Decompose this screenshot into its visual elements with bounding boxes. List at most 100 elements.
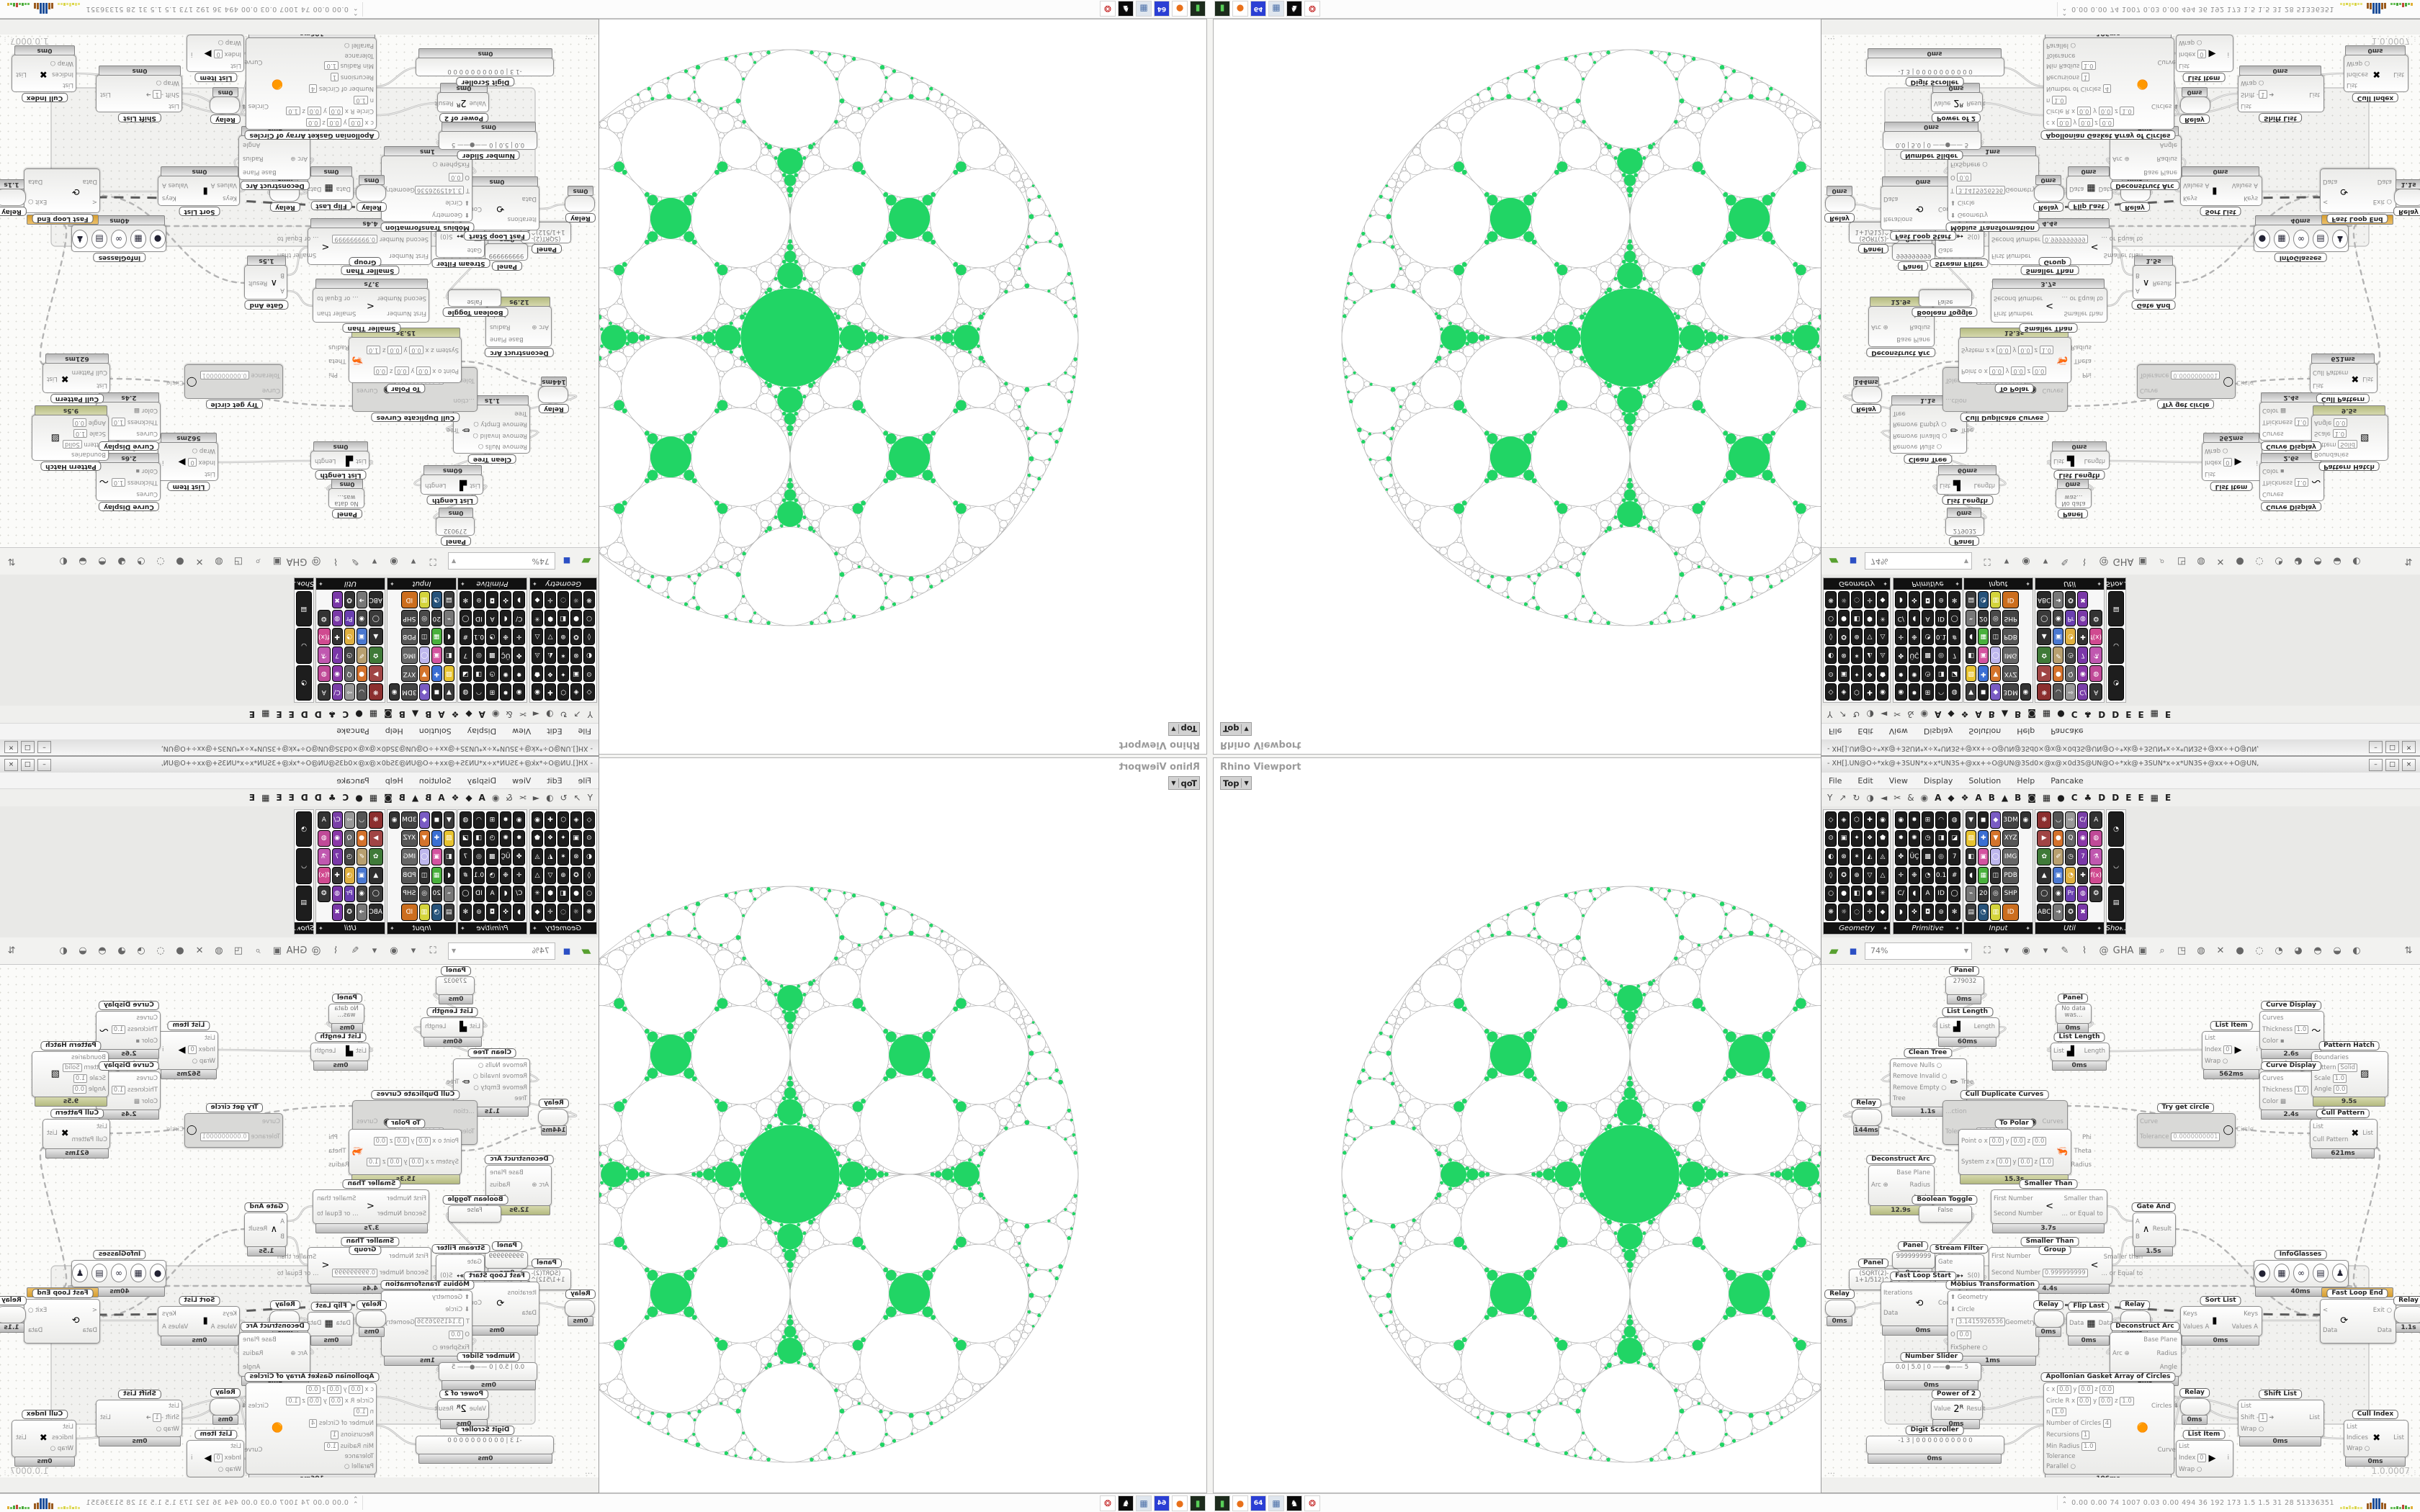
gh-output-param[interactable]: List: [100, 1414, 111, 1421]
palette-component-icon[interactable]: f(x): [2089, 866, 2102, 884]
gh-component-m-bius-transformation[interactable]: Möbius Transformation ⬆ Geometry ⬇ Circle T…: [380, 1280, 475, 1366]
palette-component-icon[interactable]: ▼: [1990, 829, 2002, 847]
palette-component-icon[interactable]: 7: [460, 647, 472, 664]
gh-tab-icon[interactable]: D: [2098, 793, 2106, 803]
gh-component-digit-scroller[interactable]: Digit Scroller -1 3 | 0 0 0 0 0 0 0 0 0 0…: [416, 1426, 554, 1464]
palette-panel-label[interactable]: Util ✦: [2035, 922, 2104, 934]
window-button[interactable]: □: [21, 741, 35, 753]
palette-component-icon[interactable]: ▩: [486, 647, 498, 664]
palette-component-icon[interactable]: ✛: [513, 628, 525, 646]
gh-input-param[interactable]: <: [91, 198, 97, 205]
gh-input-param[interactable]: Index 0: [188, 1045, 215, 1054]
menu-help[interactable]: Help: [2017, 775, 2035, 786]
gh-tab-icon[interactable]: ▲: [2001, 793, 2009, 803]
palette-component-icon[interactable]: ◐: [583, 848, 595, 865]
gh-component-body[interactable]: 279032: [436, 517, 475, 536]
palette-component-icon[interactable]: ✶: [557, 647, 569, 664]
gh-output-param[interactable]: Length: [315, 457, 336, 464]
gh-tab-icon[interactable]: C: [342, 709, 349, 719]
menu-solution[interactable]: Solution: [1968, 726, 2002, 737]
palette-component-icon[interactable]: ▤: [2108, 591, 2124, 627]
menu-file[interactable]: File: [1829, 775, 1842, 786]
palette-component-icon[interactable]: ◫: [1990, 866, 2002, 884]
gh-output-param[interactable]: Length: [1973, 482, 1995, 489]
gh-input-param[interactable]: List: [2347, 81, 2357, 89]
gh-component-curve-display[interactable]: Curve Display Curves Thickness 1.0 Color ▪ 〜…: [96, 453, 161, 511]
gh-component-cull-index[interactable]: Cull Index List Indices Wrap ○ ✖ List 0ms: [12, 1410, 76, 1467]
gh-input-param[interactable]: Circle R x 0.0 y 0.0 z 1.0: [2046, 1396, 2134, 1405]
menu-edit[interactable]: Edit: [1857, 775, 1873, 786]
gh-component-body[interactable]: [2034, 184, 2064, 202]
gh-input-param[interactable]: n 1.0: [354, 1408, 374, 1417]
gh-component-to-polar[interactable]: To Polar Point o x 0.0 y 0.0 z 0.0 System …: [328, 328, 462, 393]
palette-component-icon[interactable]: ✐: [356, 848, 367, 865]
gh-output-param[interactable]: Geometry: [384, 186, 415, 193]
palette-component-icon[interactable]: ☼: [570, 591, 582, 608]
palette-component-icon[interactable]: ◯: [418, 647, 430, 664]
gh-component-curve-display[interactable]: Curve Display Curves Thickness 1.0 Color ▪ 〜…: [96, 1001, 161, 1059]
toolbar-file-icon[interactable]: ▰: [581, 554, 591, 569]
palette-component-icon[interactable]: ✖: [331, 591, 343, 608]
gh-output-param[interactable]: … or Equal to: [2101, 235, 2143, 243]
palette-component-icon[interactable]: ▦: [431, 866, 442, 884]
gh-component-body[interactable]: [2034, 1310, 2064, 1328]
gh-input-param[interactable]: O 0.0: [449, 172, 470, 181]
toolbar-icon[interactable]: ◔: [137, 945, 145, 956]
palette-component-icon[interactable]: ✚: [431, 665, 442, 683]
palette-component-icon[interactable]: ⚗: [318, 647, 331, 664]
gh-output-param[interactable]: Exit ○: [2372, 198, 2392, 205]
palette-component-icon[interactable]: ⌁: [1966, 609, 1977, 627]
gh-input-param[interactable]: Indices: [52, 71, 73, 78]
gh-input-param[interactable]: Tolerance: [344, 51, 374, 59]
gh-input-param[interactable]: Data: [1883, 1310, 1899, 1317]
palette-component-icon[interactable]: ◉: [331, 829, 343, 847]
gh-input-param[interactable]: Arc ⊕: [532, 1181, 549, 1189]
gh-component-body[interactable]: [210, 1398, 240, 1416]
palette-component-icon[interactable]: f(x): [318, 866, 331, 884]
palette-component-icon[interactable]: ✹: [513, 829, 525, 847]
gh-component-body[interactable]: 279032: [1945, 976, 1984, 995]
gh-tab-icon[interactable]: A: [1975, 793, 1982, 803]
palette-component-icon[interactable]: PDB: [401, 628, 418, 646]
gh-tab-icon[interactable]: ◉: [1920, 793, 1929, 803]
palette-component-icon[interactable]: ⬢: [1864, 609, 1876, 627]
gh-input-param[interactable]: ⬆ Geometry: [1950, 1294, 1989, 1302]
gh-component-boolean-toggle[interactable]: Boolean Toggle False: [442, 1195, 508, 1223]
gh-component-body[interactable]: ● ▦ ∞ ▤ ♟: [71, 1260, 166, 1287]
palette-component-icon[interactable]: ID: [1935, 885, 1948, 903]
gh-tab-icon[interactable]: D: [314, 793, 322, 803]
gh-tab-icon[interactable]: A: [1975, 709, 1982, 719]
palette-component-icon[interactable]: Q: [344, 829, 355, 847]
gh-component-sort-list[interactable]: Sort List Keys Values A ▮ Keys Values A 0ms: [158, 166, 240, 216]
palette-component-icon[interactable]: ⬢: [544, 885, 556, 903]
gh-input-param[interactable]: Data: [521, 1310, 537, 1317]
palette-component-icon[interactable]: ◧: [1851, 885, 1863, 903]
gh-input-param[interactable]: Tolerance 0.0000000001: [200, 1133, 280, 1141]
palette-component-icon[interactable]: 7: [2077, 848, 2089, 865]
gh-component-number-slider[interactable]: Number Slider 0.0 | 5.0 | 0 ——●—— 5 0ms: [1883, 1352, 1981, 1390]
palette-component-icon[interactable]: ◆: [1877, 591, 1888, 608]
palette-component-icon[interactable]: ◠: [472, 811, 485, 829]
palette-component-icon[interactable]: ◘: [1922, 591, 1934, 608]
palette-component-icon[interactable]: ⇨: [2065, 811, 2076, 829]
palette-component-icon[interactable]: ✛: [1864, 591, 1876, 608]
gh-output-param[interactable]: Radius: [1909, 323, 1930, 331]
palette-component-icon[interactable]: ◨: [1935, 829, 1948, 847]
gh-input-param[interactable]: Curve: [261, 1118, 280, 1125]
gh-component-apollonian-gasket-array-of-circles[interactable]: Apollonian Gasket Array of Circles c x 0.…: [241, 1372, 380, 1477]
palette-component-icon[interactable]: ◔: [486, 628, 498, 646]
gh-input-param[interactable]: Remove Nulls ○: [478, 443, 527, 451]
toolbar-icon[interactable]: GHA: [286, 556, 308, 567]
palette-component-icon[interactable]: ☼: [570, 904, 582, 921]
gh-tab-icon[interactable]: ❖: [1960, 709, 1969, 719]
palette-component-icon[interactable]: #: [460, 866, 472, 884]
palette-panel-label[interactable]: Sho… ✦: [294, 578, 314, 590]
gh-output-param[interactable]: Result: [1966, 1405, 1986, 1413]
palette-component-icon[interactable]: ◫: [1990, 628, 2002, 646]
gh-component-to-polar[interactable]: To Polar Point o x 0.0 y 0.0 z 0.0 System …: [1958, 1119, 2092, 1184]
palette-component-icon[interactable]: C/: [331, 811, 343, 829]
menu-pancake[interactable]: Pancake: [336, 726, 369, 737]
gh-tab-icon[interactable]: ❖: [1960, 793, 1969, 803]
palette-component-icon[interactable]: ◔: [2065, 866, 2076, 884]
